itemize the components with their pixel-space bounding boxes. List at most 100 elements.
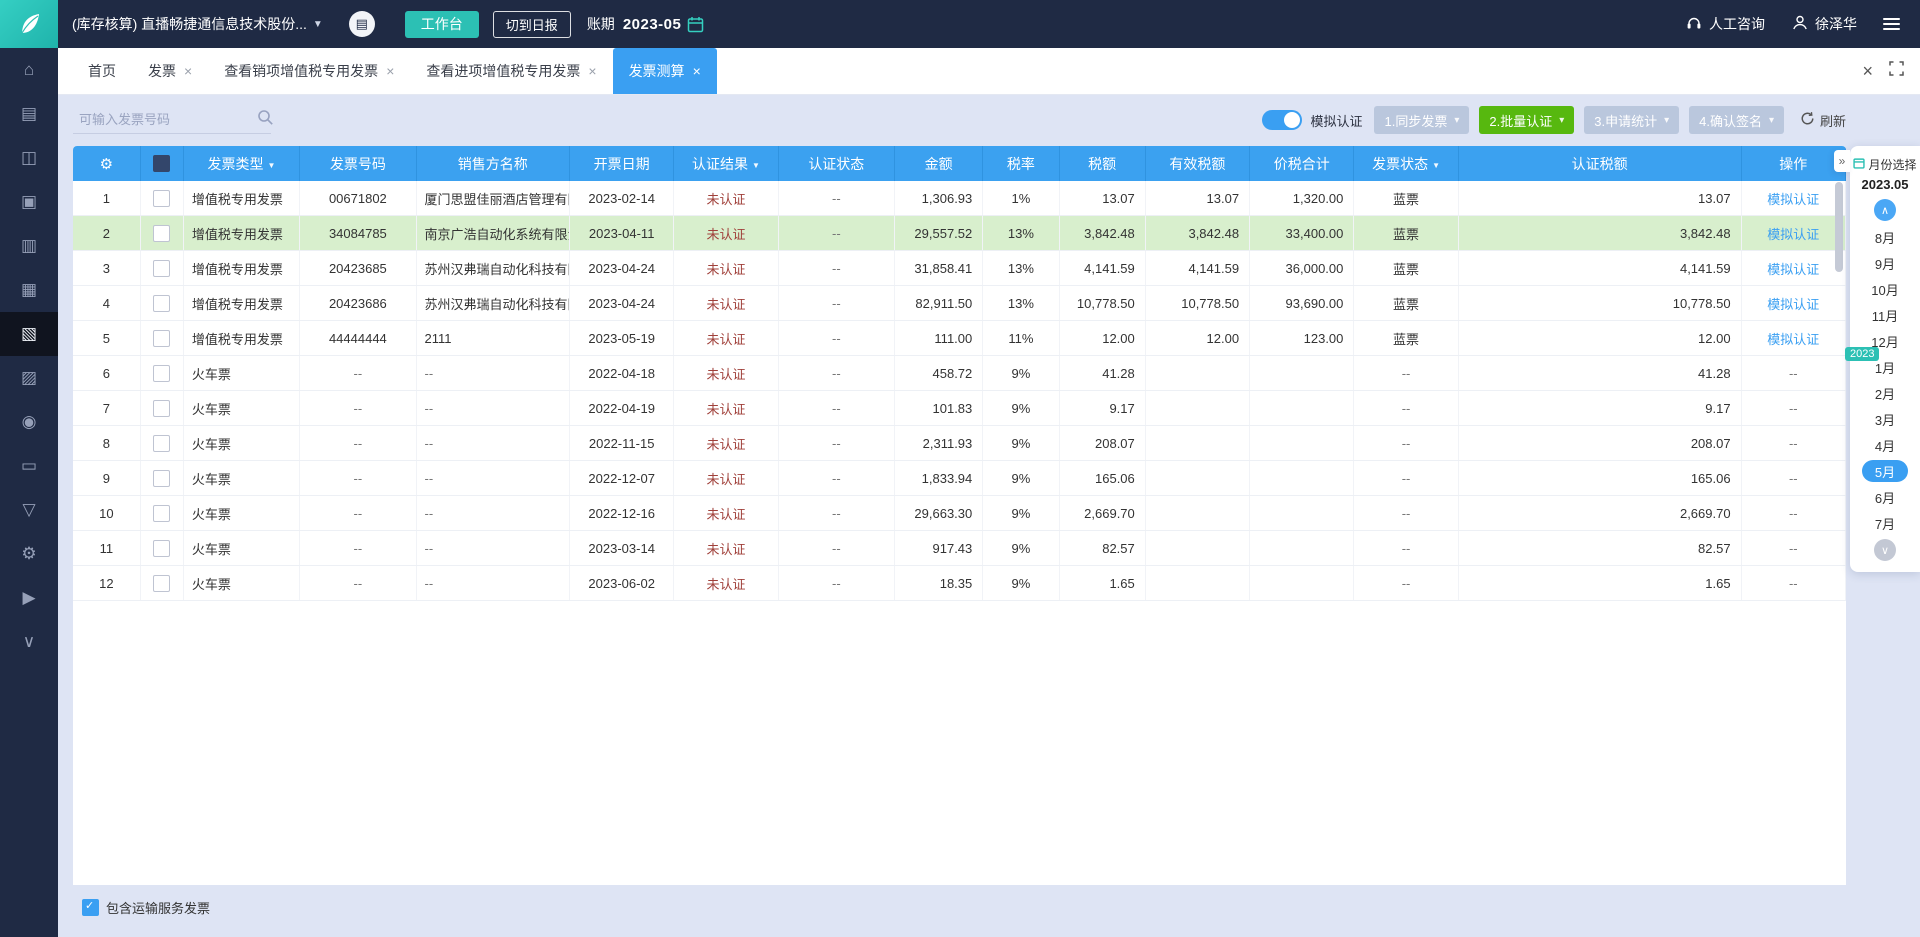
user-menu[interactable]: 徐泽华	[1791, 14, 1857, 34]
row-checkbox-cell[interactable]	[140, 425, 184, 461]
tab-3[interactable]: 查看进项增值税专用发票 ×	[410, 48, 612, 94]
column-header-6[interactable]: 金额	[894, 146, 984, 181]
tab-0[interactable]: 首页	[72, 48, 132, 94]
simulate-auth-link[interactable]: 模拟认证	[1767, 191, 1820, 207]
collapse-panel-icon[interactable]: »	[1834, 150, 1850, 172]
table-row[interactable]: 9 火车票 -- -- 2022-12-07 未认证 -- 1,833.94 9% 165.06-…	[73, 460, 1846, 496]
table-row[interactable]: 7 火车票 -- -- 2022-04-19 未认证 -- 101.83 9% 9.17 -- 9.1…	[73, 390, 1846, 426]
column-settings-gear-icon[interactable]: ⚙	[73, 146, 141, 181]
table-row[interactable]: 1 增值税专用发票00671802厦门思盟佳丽酒店管理有限...2023-02-1…	[73, 181, 1846, 216]
sidebar-item-inventory-icon[interactable]: ▧	[0, 312, 58, 356]
company-selector[interactable]: (库存核算) 直播畅捷通信息技术股份...	[72, 16, 307, 32]
column-header-11[interactable]: 发票状态 ▼	[1353, 146, 1459, 181]
column-header-7[interactable]: 税率	[982, 146, 1060, 181]
row-checkbox[interactable]	[153, 574, 171, 592]
app-logo-icon[interactable]	[0, 0, 58, 48]
simulate-auth-link[interactable]: 模拟认证	[1767, 261, 1820, 277]
tab-close-icon[interactable]: ×	[692, 63, 701, 79]
refresh-button[interactable]: 刷新	[1800, 111, 1846, 130]
month-item-5月[interactable]: 5月	[1862, 460, 1908, 482]
month-item-6月[interactable]: 6月	[1874, 490, 1896, 506]
sidebar-item-service-icon[interactable]: ◉	[21, 412, 37, 431]
workbench-button[interactable]: 工作台	[404, 10, 479, 38]
select-all-checkbox-cell[interactable]	[140, 146, 184, 181]
close-all-tabs-icon[interactable]: ×	[1862, 61, 1873, 81]
month-item-2月[interactable]: 2月	[1874, 386, 1896, 402]
tab-1[interactable]: 发票 ×	[132, 48, 208, 94]
scroll-months-down-icon[interactable]: ∨	[1874, 539, 1896, 561]
sidebar-item-cashier-icon[interactable]: ▣	[20, 192, 38, 211]
month-item-12月[interactable]: 12月	[1871, 334, 1899, 350]
include-transport-option[interactable]: 包含运输服务发票	[82, 898, 210, 917]
action-button-2[interactable]: 2.批量认证 ▾	[1479, 106, 1575, 134]
month-item-9月[interactable]: 9月	[1874, 256, 1896, 272]
period-value[interactable]: 2023-05	[622, 15, 682, 33]
select-all-checkbox[interactable]	[153, 155, 171, 173]
simulate-auth-link[interactable]: 模拟认证	[1767, 296, 1820, 312]
table-row[interactable]: 4 增值税专用发票20423686苏州汉弗瑞自动化科技有限...2023-04-2…	[73, 285, 1846, 321]
row-action-cell[interactable]: 模拟认证	[1741, 285, 1846, 321]
sidebar-item-media-icon[interactable]: ▶	[22, 588, 36, 607]
column-header-10[interactable]: 价税合计	[1249, 146, 1355, 181]
column-header-12[interactable]: 认证税额	[1458, 146, 1742, 181]
search-icon[interactable]	[257, 109, 274, 131]
row-checkbox-cell[interactable]	[140, 320, 184, 356]
month-item-1月[interactable]: 1月	[1874, 360, 1896, 376]
row-checkbox-cell[interactable]	[140, 181, 184, 216]
row-checkbox-cell[interactable]	[140, 355, 184, 391]
row-checkbox-cell[interactable]	[140, 530, 184, 566]
column-header-13[interactable]: 操作	[1741, 146, 1846, 181]
tab-close-icon[interactable]: ×	[386, 63, 395, 79]
month-item-11月[interactable]: 11月	[1871, 308, 1899, 324]
menu-hamburger-icon[interactable]	[1883, 18, 1900, 30]
row-action-cell[interactable]: 模拟认证	[1741, 250, 1846, 286]
row-checkbox[interactable]	[153, 189, 171, 207]
sort-caret-icon[interactable]: ▼	[752, 160, 760, 170]
row-action-cell[interactable]: 模拟认证	[1741, 320, 1846, 356]
table-row[interactable]: 3 增值税专用发票20423685苏州汉弗瑞自动化科技有限...2023-04-2…	[73, 250, 1846, 286]
row-checkbox-cell[interactable]	[140, 215, 184, 251]
support-link[interactable]: 人工咨询	[1685, 14, 1765, 34]
sidebar-item-inbox-icon[interactable]: ▽	[22, 500, 36, 519]
table-row[interactable]: 10 火车票 -- -- 2022-12-16 未认证 -- 29,663.30 9% 2,669…	[73, 495, 1846, 531]
row-checkbox[interactable]	[153, 329, 171, 347]
month-item-8月[interactable]: 8月	[1874, 230, 1896, 246]
sidebar-item-archive-icon[interactable]: ▨	[20, 368, 38, 387]
row-checkbox-cell[interactable]	[140, 285, 184, 321]
row-checkbox[interactable]	[153, 434, 171, 452]
column-header-2[interactable]: 销售方名称	[416, 146, 571, 181]
tab-2[interactable]: 查看销项增值税专用发票 ×	[208, 48, 410, 94]
row-checkbox-cell[interactable]	[140, 250, 184, 286]
month-item-7月[interactable]: 7月	[1874, 516, 1896, 532]
sort-caret-icon[interactable]: ▼	[267, 160, 276, 170]
row-checkbox-cell[interactable]	[140, 390, 184, 426]
sort-caret-icon[interactable]: ▼	[1432, 160, 1440, 170]
table-row[interactable]: 6 火车票 -- -- 2022-04-18 未认证 -- 458.72 9% 41.28 -- 41…	[73, 355, 1846, 391]
sidebar-item-settings-icon[interactable]: ⚙	[21, 544, 37, 563]
sidebar-item-brand-icon[interactable]: ∨	[22, 632, 36, 651]
row-checkbox-cell[interactable]	[140, 565, 184, 601]
simulate-auth-link[interactable]: 模拟认证	[1767, 331, 1820, 347]
row-checkbox-cell[interactable]	[140, 495, 184, 531]
row-checkbox[interactable]	[153, 539, 171, 557]
row-action-cell[interactable]: 模拟认证	[1741, 215, 1846, 251]
tab-4[interactable]: 发票测算 ×	[612, 48, 717, 94]
column-header-0[interactable]: 发票类型 ▼	[183, 146, 301, 181]
row-checkbox[interactable]	[153, 469, 171, 487]
row-checkbox[interactable]	[153, 294, 171, 312]
switch-daily-button[interactable]: 切到日报	[492, 10, 571, 38]
row-action-cell[interactable]: 模拟认证	[1741, 181, 1846, 216]
calendar-icon[interactable]	[687, 16, 704, 33]
column-header-9[interactable]: 有效税额	[1145, 146, 1251, 181]
column-header-4[interactable]: 认证结果 ▼	[673, 146, 779, 181]
sidebar-item-bank-icon[interactable]: ▥	[20, 236, 38, 255]
table-row[interactable]: 12 火车票 -- -- 2023-06-02 未认证 -- 18.35 9% 1.65 -- 1.6…	[73, 565, 1846, 601]
vertical-scrollbar[interactable]	[1835, 182, 1843, 272]
action-button-3[interactable]: 3.申请统计 ▾	[1584, 106, 1680, 134]
table-row[interactable]: 5 增值税专用发票 44444444 2111 2023-05-19 未认证 -- 111.0…	[73, 320, 1846, 356]
search-input[interactable]	[77, 111, 257, 128]
tab-close-icon[interactable]: ×	[588, 63, 597, 79]
sidebar-item-invoice-icon[interactable]: ▤	[20, 104, 38, 123]
sidebar-item-apps-icon[interactable]: ▦	[20, 280, 38, 299]
action-button-1[interactable]: 1.同步发票 ▾	[1374, 106, 1470, 134]
